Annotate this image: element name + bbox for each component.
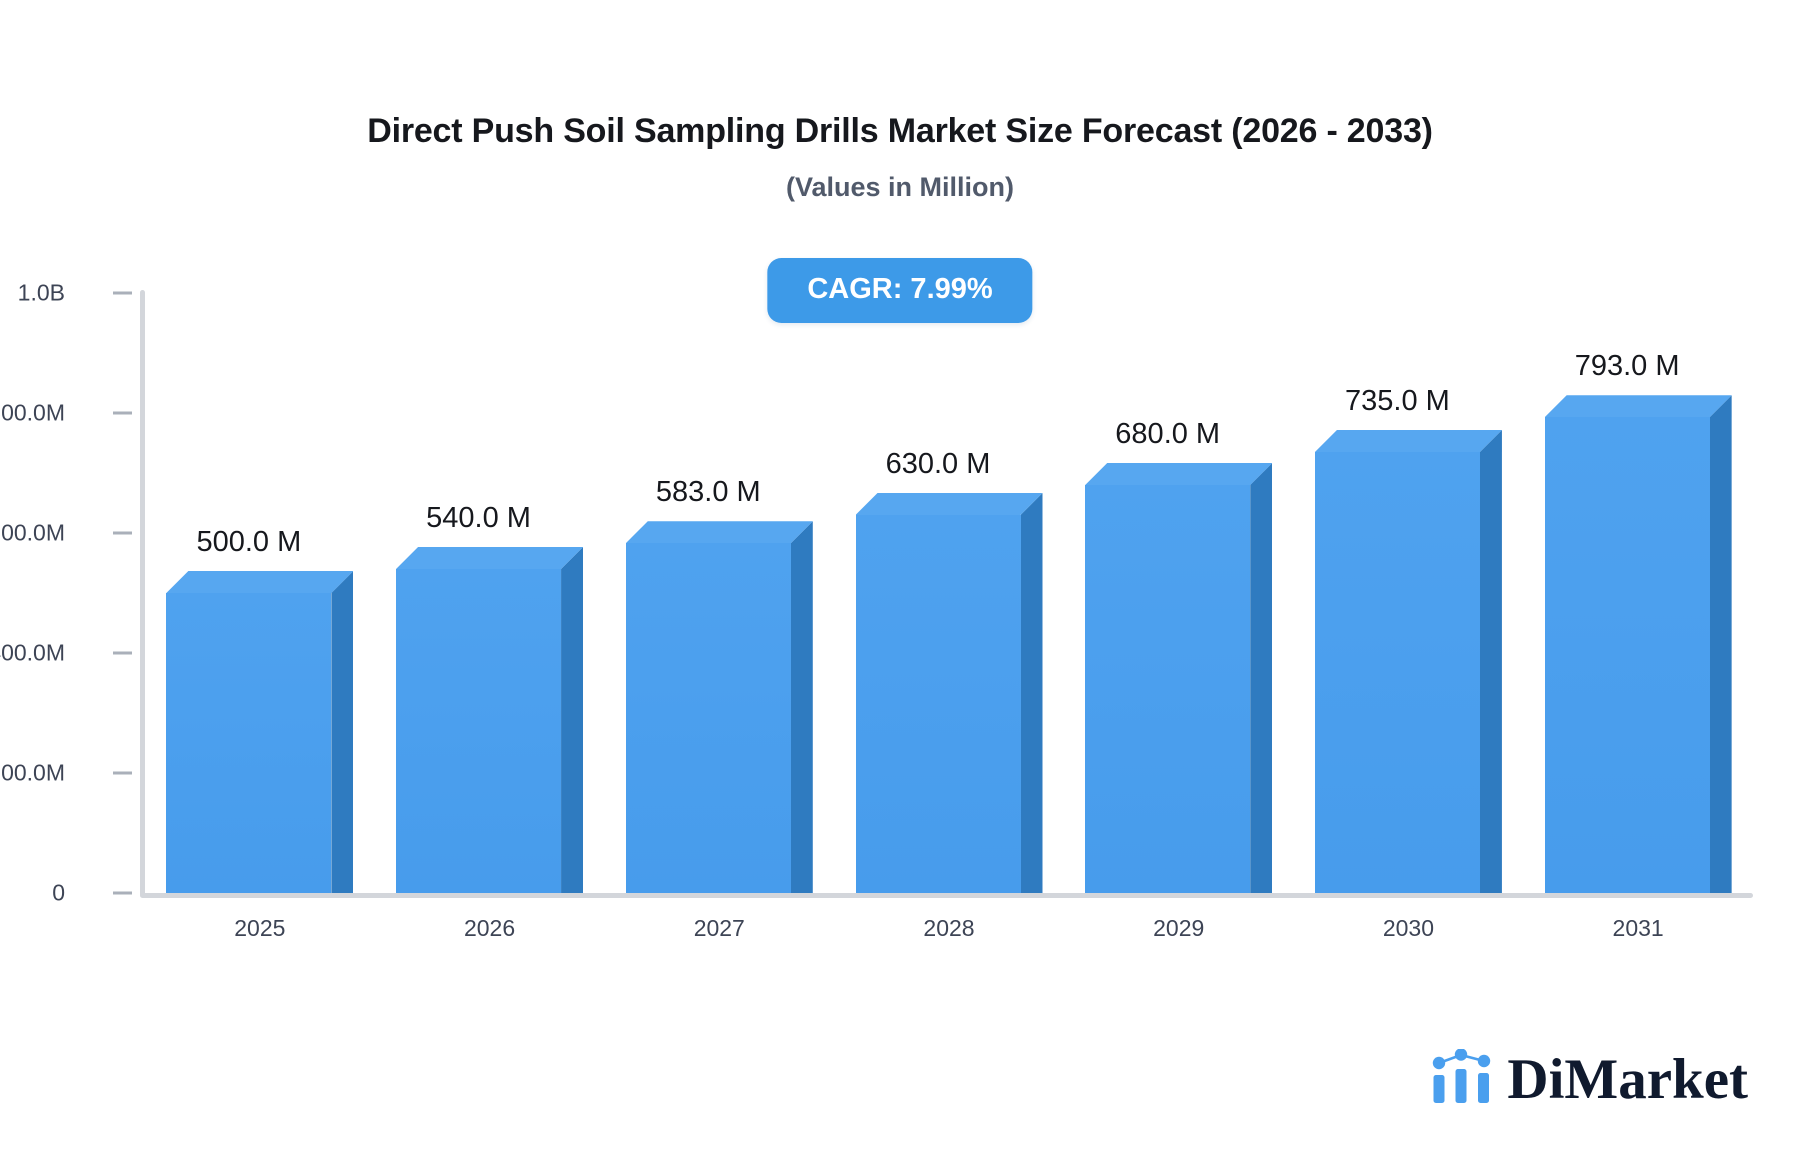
bar-side-face [331,571,354,893]
bar-front-face [1085,485,1251,893]
bar-side-face [1250,463,1273,893]
bar-column[interactable]: 630.0 M [855,433,1043,893]
bar-value-label: 500.0 M [196,526,302,558]
bar-front-face [396,569,562,893]
y-axis-tick-label: 400.0M [0,639,65,666]
bar-column[interactable]: 735.0 M [1314,370,1502,893]
bar-value-label: 540.0 M [426,502,531,534]
bar-top-face [1544,395,1732,418]
bar-chart-logo-icon [1431,1048,1493,1110]
bar-top-face [1314,430,1502,452]
y-axis-tick-mark [113,291,132,295]
bar-column[interactable]: 500.0 M [166,511,354,893]
y-axis-line [140,290,145,897]
bar-column[interactable]: 680.0 M [1085,403,1273,893]
bar-front-face [166,593,332,893]
y-axis-tick-mark [113,651,132,655]
dimarket-logo: DiMarket [1431,1048,1748,1111]
y-axis-tick-label: 1.0B [17,279,65,306]
bar-value-label: 735.0 M [1345,385,1450,417]
x-axis-line [140,893,1753,898]
bar-column[interactable]: 793.0 M [1544,335,1732,893]
bar-front-face [1314,452,1480,893]
bar-column[interactable]: 583.0 M [625,461,813,893]
y-axis-tick-mark [113,891,132,895]
logo-text: DiMarket [1507,1048,1748,1111]
x-axis-tick-label: 2030 [1382,915,1434,941]
x-axis-tick-label: 2025 [234,915,286,941]
bar-front-face [1544,417,1710,893]
bar-value-label: 583.0 M [655,476,761,509]
y-axis-tick-label: 600.0M [0,519,65,546]
y-axis-tick-mark [113,531,132,535]
bar-top-face [855,493,1043,515]
x-axis-tick-label: 2028 [923,915,975,941]
bar-side-face [1020,493,1043,893]
y-axis-tick-label: 0 [52,879,65,906]
bar-value-label: 793.0 M [1574,350,1680,383]
bar-side-face [561,547,584,893]
bar-column[interactable]: 540.0 M [396,487,584,893]
x-axis-tick-label: 2026 [463,915,516,941]
cagr-badge: CAGR: 7.99% [767,258,1033,323]
x-axis-tick-label: 2029 [1153,915,1205,941]
bar-top-face [625,521,813,544]
y-axis-tick-label: 800.0M [0,399,65,426]
bar-front-face [625,543,791,893]
page-title: Direct Push Soil Sampling Drills Market … [367,112,1433,150]
y-axis-tick-mark [113,771,132,775]
y-axis-tick-mark [113,411,132,415]
bar-top-face [1085,463,1273,485]
bar-value-label: 630.0 M [885,448,991,480]
bar-front-face [855,515,1021,893]
x-axis-tick-label: 2027 [693,915,745,941]
bar-value-label: 680.0 M [1115,418,1221,450]
y-axis-tick-label: 200.0M [0,759,65,786]
chart-subtitle: (Values in Million) [785,172,1015,202]
bar-top-face [396,547,584,569]
bar-top-face [166,571,354,593]
bar-side-face [790,521,813,893]
x-axis-tick-label: 2031 [1612,915,1664,941]
bar-side-face [1709,395,1732,893]
bar-side-face [1479,430,1502,893]
